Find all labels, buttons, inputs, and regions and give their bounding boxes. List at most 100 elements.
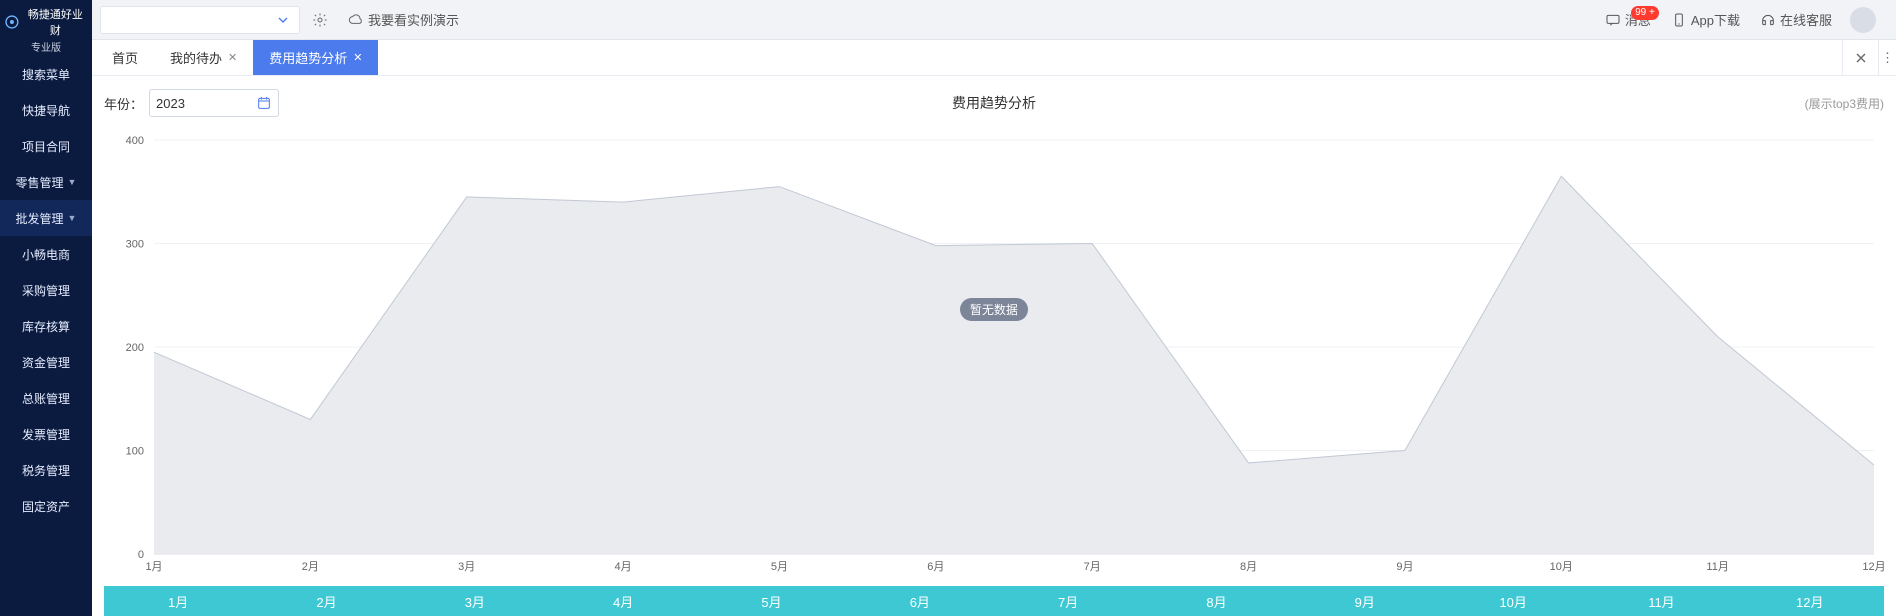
close-icon: [1853, 50, 1869, 66]
chart-title: 费用趋势分析: [952, 93, 1036, 113]
cloud-icon: [348, 12, 364, 28]
settings-button[interactable]: [308, 11, 332, 28]
topbar: 我要看实例演示 消息 99 + App下载 在线客服: [92, 0, 1896, 40]
month-cell-3[interactable]: 4月: [549, 586, 697, 616]
sidebar-item-11[interactable]: 税务管理: [0, 452, 92, 488]
month-strip: 1月2月3月4月5月6月7月8月9月10月11月12月: [104, 586, 1884, 616]
sidebar-item-label: 库存核算: [22, 318, 70, 335]
tab-label: 首页: [112, 48, 138, 67]
sidebar-item-label: 零售管理: [16, 174, 64, 191]
month-cell-10[interactable]: 11月: [1587, 586, 1735, 616]
sidebar-item-7[interactable]: 库存核算: [0, 308, 92, 344]
sidebar-item-3[interactable]: 零售管理 ▼: [0, 164, 92, 200]
svg-text:300: 300: [126, 239, 144, 251]
svg-text:2月: 2月: [302, 561, 319, 573]
sidebar-item-label: 搜索菜单: [22, 66, 70, 83]
sidebar-item-6[interactable]: 采购管理: [0, 272, 92, 308]
service-label: 在线客服: [1780, 10, 1832, 29]
sidebar-item-1[interactable]: 快捷导航: [0, 92, 92, 128]
expense-trend-chart: 01002003004001月2月3月4月5月6月7月8月9月10月11月12月: [104, 134, 1884, 582]
svg-text:400: 400: [126, 135, 144, 147]
app-download-button[interactable]: App下载: [1665, 10, 1746, 29]
entity-selector[interactable]: [100, 6, 300, 34]
message-icon: [1605, 12, 1621, 28]
svg-text:9月: 9月: [1396, 561, 1413, 573]
close-all-tabs-button[interactable]: [1842, 40, 1878, 75]
month-cell-9[interactable]: 10月: [1439, 586, 1587, 616]
chevron-down-icon: [275, 12, 291, 28]
tab-close-icon[interactable]: ✕: [228, 51, 237, 64]
sidebar-item-5[interactable]: 小畅电商: [0, 236, 92, 272]
month-cell-2[interactable]: 3月: [401, 586, 549, 616]
tab-2[interactable]: 费用趋势分析 ✕: [253, 40, 378, 75]
sidebar-item-label: 总账管理: [22, 390, 70, 407]
tab-label: 费用趋势分析: [269, 48, 347, 67]
sidebar-item-label: 税务管理: [22, 462, 70, 479]
content-header: 年份： 2023 费用趋势分析 (展示top3费用): [104, 88, 1884, 118]
year-picker[interactable]: 2023: [149, 89, 279, 117]
sidebar-item-label: 固定资产: [22, 498, 70, 515]
month-cell-8[interactable]: 9月: [1291, 586, 1439, 616]
svg-text:10月: 10月: [1550, 561, 1573, 573]
month-cell-4[interactable]: 5月: [697, 586, 845, 616]
brand-logo-icon: [4, 14, 20, 30]
sidebar-item-4[interactable]: 批发管理▼: [0, 200, 92, 236]
chart-note: (展示top3费用): [1805, 95, 1884, 112]
svg-text:3月: 3月: [458, 561, 475, 573]
tab-bar: 首页 我的待办 ✕ 费用趋势分析 ✕ ⋮: [92, 40, 1896, 76]
demo-link[interactable]: 我要看实例演示: [348, 10, 459, 29]
app-label: App下载: [1691, 10, 1740, 29]
gear-icon: [312, 12, 328, 28]
content: 年份： 2023 费用趋势分析 (展示top3费用) 0100200300400…: [92, 76, 1896, 616]
demo-label: 我要看实例演示: [368, 10, 459, 29]
sidebar-item-label: 项目合同: [22, 138, 70, 155]
online-service-button[interactable]: 在线客服: [1754, 10, 1838, 29]
svg-text:4月: 4月: [615, 561, 632, 573]
sidebar-item-label: 快捷导航: [22, 102, 70, 119]
headset-icon: [1760, 12, 1776, 28]
svg-text:8月: 8月: [1240, 561, 1257, 573]
sidebar-item-label: 发票管理: [22, 426, 70, 443]
month-cell-6[interactable]: 7月: [994, 586, 1142, 616]
brand-block: 畅捷通好业财 专业版: [0, 0, 92, 56]
brand-edition: 专业版: [4, 39, 88, 54]
sidebar-item-0[interactable]: 搜索菜单: [0, 56, 92, 92]
month-cell-7[interactable]: 8月: [1142, 586, 1290, 616]
svg-text:11月: 11月: [1706, 561, 1728, 573]
sidebar-item-10[interactable]: 发票管理: [0, 416, 92, 452]
brand-name: 畅捷通好业财: [23, 6, 88, 38]
tab-more-button[interactable]: ⋮: [1878, 40, 1896, 75]
sidebar-item-label: 资金管理: [22, 354, 70, 371]
month-cell-11[interactable]: 12月: [1736, 586, 1884, 616]
tab-close-icon[interactable]: ✕: [353, 51, 362, 64]
tab-label: 我的待办: [170, 48, 222, 67]
calendar-icon: [256, 95, 272, 111]
message-button[interactable]: 消息 99 +: [1599, 10, 1657, 29]
sidebar: 畅捷通好业财 专业版 搜索菜单快捷导航项目合同零售管理▼批发管理▼小畅电商采购管…: [0, 0, 92, 616]
sidebar-item-2[interactable]: 项目合同: [0, 128, 92, 164]
caret-down-icon: ▼: [68, 213, 77, 223]
chart-area: 01002003004001月2月3月4月5月6月7月8月9月10月11月12月…: [104, 134, 1884, 582]
sidebar-item-9[interactable]: 总账管理: [0, 380, 92, 416]
main-area: 我要看实例演示 消息 99 + App下载 在线客服 首页我的待办✕费用趋势分析…: [92, 0, 1896, 616]
message-badge: 99 +: [1631, 6, 1659, 20]
sidebar-item-label: 小畅电商: [22, 246, 70, 263]
tab-0[interactable]: 首页: [96, 40, 154, 75]
avatar[interactable]: [1850, 7, 1876, 33]
sidebar-item-12[interactable]: 固定资产: [0, 488, 92, 524]
sidebar-item-label: 采购管理: [22, 282, 70, 299]
year-value: 2023: [156, 96, 185, 111]
year-label: 年份：: [104, 94, 143, 113]
sidebar-item-8[interactable]: 资金管理: [0, 344, 92, 380]
svg-text:5月: 5月: [771, 561, 788, 573]
svg-text:0: 0: [138, 549, 144, 561]
tab-1[interactable]: 我的待办 ✕: [154, 40, 253, 75]
caret-down-icon: ▼: [68, 177, 77, 187]
svg-text:100: 100: [126, 446, 144, 458]
month-cell-0[interactable]: 1月: [104, 586, 252, 616]
month-cell-1[interactable]: 2月: [252, 586, 400, 616]
svg-text:7月: 7月: [1084, 561, 1101, 573]
phone-icon: [1671, 12, 1687, 28]
month-cell-5[interactable]: 6月: [846, 586, 994, 616]
svg-text:12月: 12月: [1862, 561, 1884, 573]
